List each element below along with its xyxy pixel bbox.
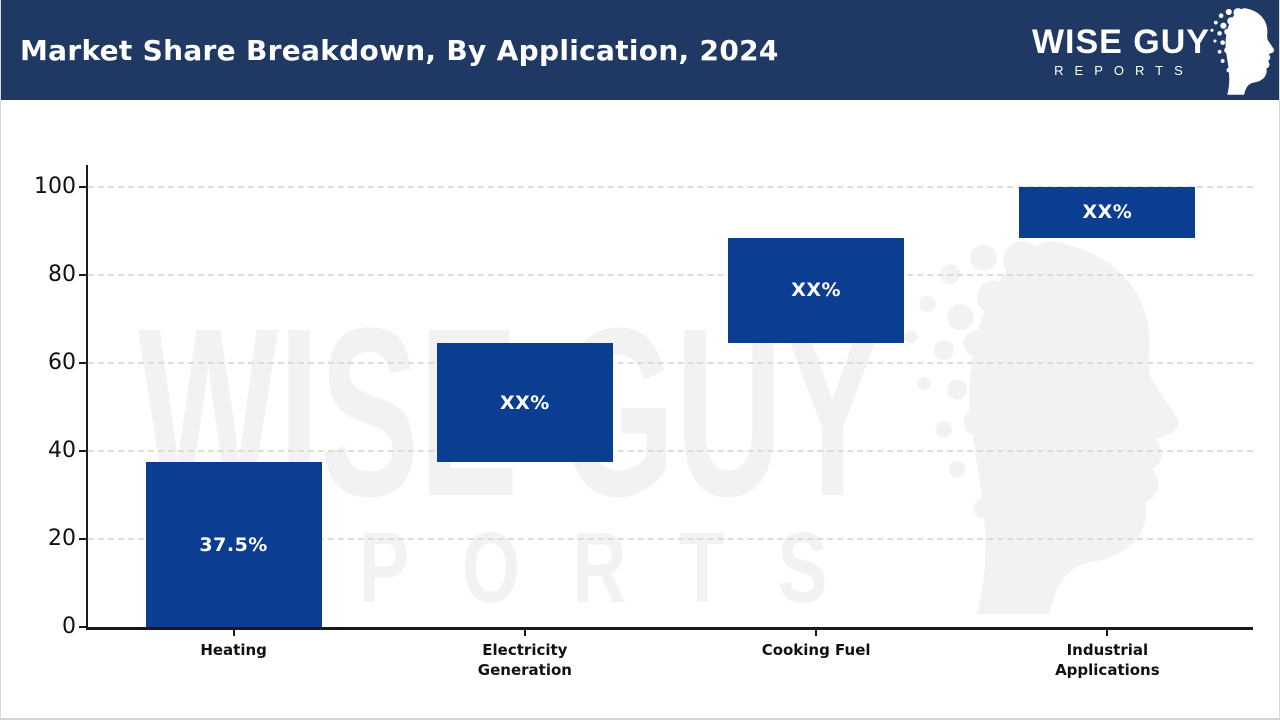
- x-axis-line: [86, 627, 1253, 630]
- y-axis-line: [86, 165, 88, 630]
- watermark-head-icon: [904, 241, 1179, 615]
- bar-value-label: XX%: [499, 391, 550, 414]
- x-tick-mark: [1106, 630, 1109, 636]
- header-bar: Market Share Breakdown, By Application, …: [0, 0, 1280, 100]
- y-tick-mark: [79, 362, 87, 364]
- brand-name: WISE GUY: [1031, 22, 1210, 61]
- y-tick-mark: [79, 450, 87, 452]
- y-tick-label: 40: [48, 438, 76, 463]
- gridline-y-100: [88, 186, 1253, 188]
- y-tick-label: 80: [48, 262, 76, 287]
- x-category-label-line: Electricity: [482, 641, 568, 659]
- x-category-label: Electricity Generation: [415, 640, 635, 680]
- x-category-label: Heating: [124, 640, 344, 660]
- x-category-label-line: Applications: [1055, 661, 1160, 679]
- bar-value-label: XX%: [1082, 201, 1133, 224]
- bar-industrial-applications: XX%: [1019, 187, 1196, 238]
- y-tick-mark: [79, 538, 87, 540]
- y-tick-label: 60: [48, 350, 76, 375]
- x-category-label-line: Cooking Fuel: [761, 641, 871, 659]
- bar-value-label: XX%: [791, 279, 842, 302]
- x-tick-mark: [523, 630, 526, 636]
- bar-cooking-fuel: XX%: [728, 237, 905, 344]
- brand-subname: REPORTS: [1054, 62, 1194, 78]
- brand-logo: WISE GUY REPORTS: [1032, 5, 1278, 97]
- x-tick-mark: [232, 630, 235, 636]
- y-tick-label: 20: [48, 526, 76, 551]
- gridline-y-80: [88, 274, 1253, 276]
- bar-electricity-generation: XX%: [436, 343, 613, 462]
- bar-value-label: 37.5%: [199, 533, 268, 556]
- bar-heating: 37.5%: [145, 462, 322, 627]
- x-tick-mark: [815, 630, 818, 636]
- y-tick-label: 0: [62, 614, 76, 639]
- wise-guy-head-icon: [1210, 8, 1275, 95]
- x-category-label: Cooking Fuel: [706, 640, 926, 660]
- brand-logo-text: WISE GUY REPORTS: [1032, 25, 1210, 78]
- chart-title: Market Share Breakdown, By Application, …: [20, 33, 779, 67]
- x-category-label-line: Heating: [200, 641, 267, 659]
- y-tick-mark: [79, 274, 87, 276]
- gridline-y-20: [88, 538, 1253, 540]
- x-category-label-line: Industrial: [1066, 641, 1149, 659]
- gridline-y-60: [88, 362, 1253, 364]
- y-tick-label: 100: [34, 174, 76, 199]
- y-tick-mark: [79, 186, 87, 188]
- gridline-y-40: [88, 450, 1253, 452]
- x-category-label-line: Generation: [477, 661, 572, 679]
- y-tick-mark: [79, 626, 87, 628]
- x-category-label: Industrial Applications: [997, 640, 1217, 680]
